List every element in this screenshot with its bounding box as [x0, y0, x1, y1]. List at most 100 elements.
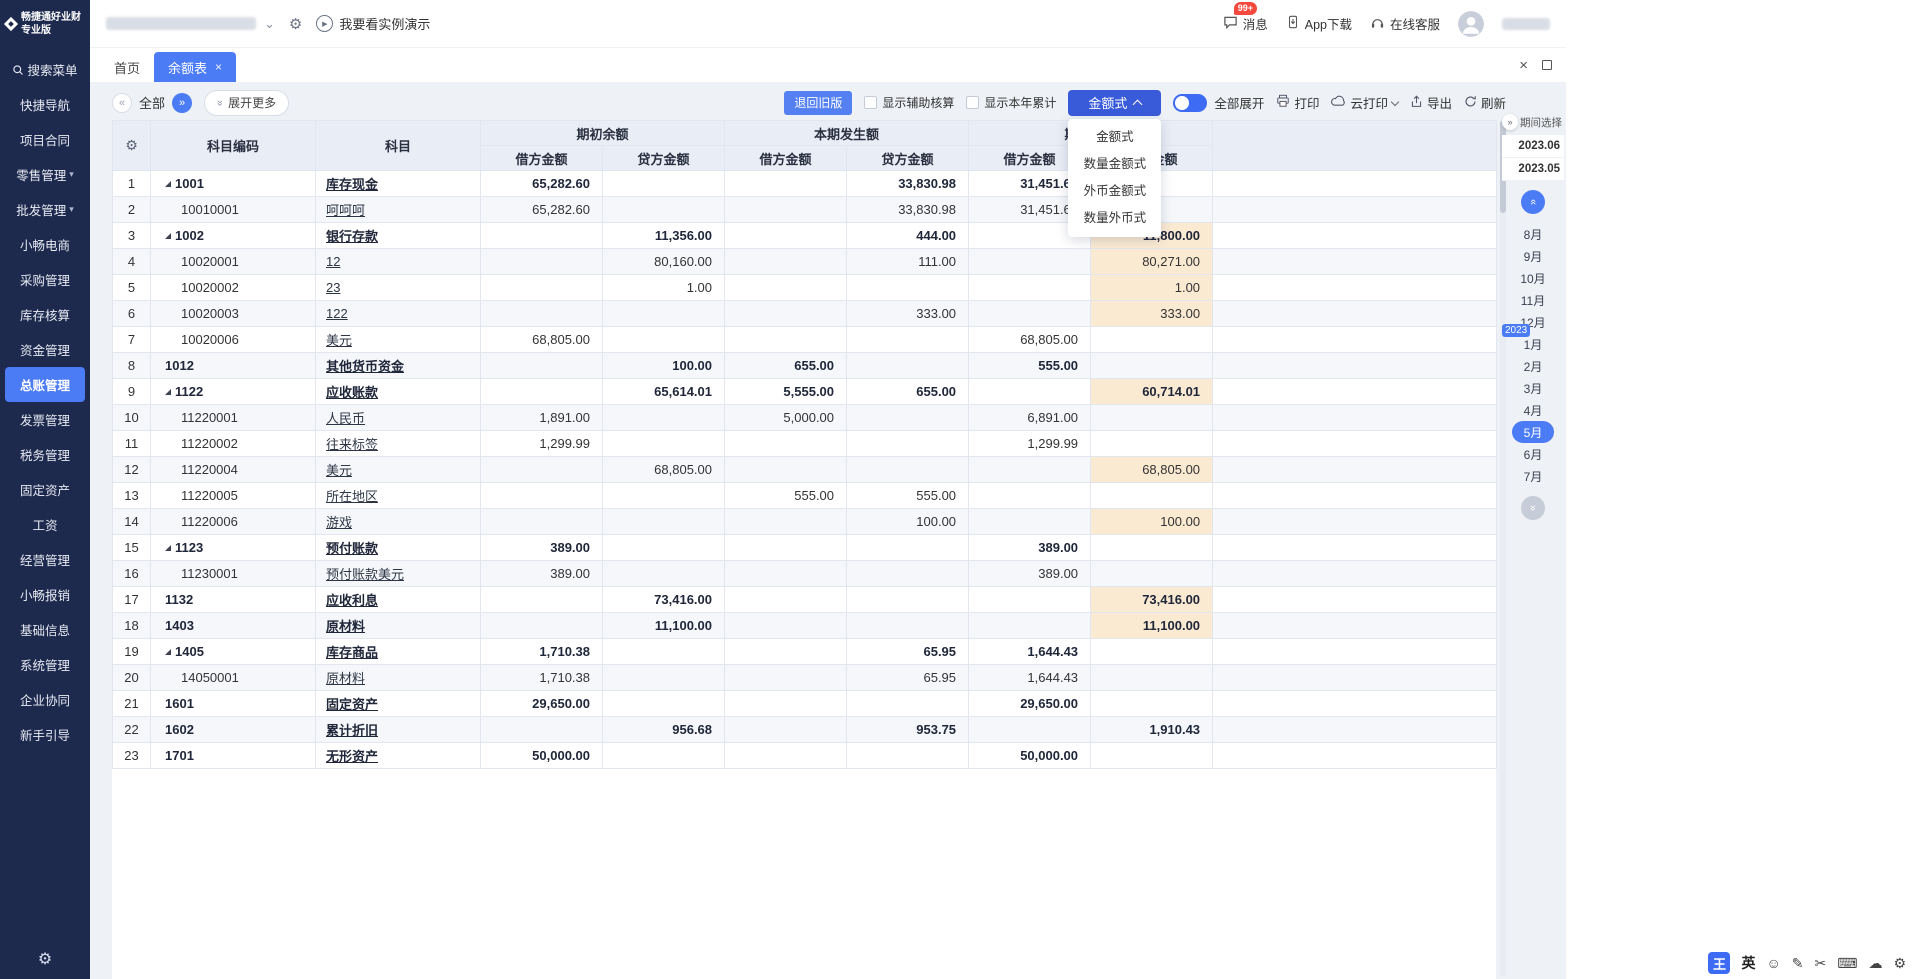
account-name-link[interactable]: 应收利息	[326, 593, 379, 608]
table-row[interactable]: 3 1002 银行存款 11,356.00 444.00 11,800.00	[112, 222, 1498, 249]
ime-logo[interactable]: 王	[1708, 952, 1731, 974]
scroll-down-button[interactable]: «	[1521, 496, 1545, 520]
scroll-up-button[interactable]: «	[1521, 190, 1545, 214]
sidebar-item[interactable]: 快捷导航	[5, 87, 85, 122]
tab-close-icon[interactable]: ×	[215, 60, 223, 74]
format-menu-item[interactable]: 数量外币式	[1083, 210, 1147, 225]
toggle-track[interactable]	[1173, 93, 1208, 112]
sidebar-item[interactable]: 小畅报销	[5, 577, 85, 612]
sidebar-item[interactable]: 经营管理	[5, 542, 85, 577]
table-row[interactable]: 12 11220004 美元 68,805.00 68,805.00	[112, 456, 1498, 483]
expand-triangle-icon[interactable]	[165, 232, 171, 239]
next-icon[interactable]: »	[172, 92, 193, 113]
ime-mode-indicator[interactable]: 英	[1741, 955, 1756, 971]
sidebar-item[interactable]: 搜索菜单	[5, 52, 85, 87]
avatar[interactable]	[1458, 10, 1484, 37]
period-item[interactable]: 2023.05	[1502, 158, 1564, 181]
expand-triangle-icon[interactable]	[165, 388, 171, 395]
tab-balance-sheet[interactable]: 余额表 ×	[154, 52, 237, 82]
sidebar-item[interactable]: 资金管理	[5, 332, 85, 367]
account-name-link[interactable]: 美元	[326, 463, 353, 478]
month-item[interactable]: 10月	[1520, 271, 1546, 286]
format-button[interactable]: 金额式 金额式 数量金额式 外币金额式 数量外币式	[1068, 89, 1162, 237]
table-row[interactable]: 16 11230001 预付账款美元 389.00 389.00	[112, 560, 1498, 587]
sidebar-item[interactable]: 固定资产	[5, 472, 85, 507]
tab-home[interactable]: 首页	[100, 52, 154, 82]
company-chevron-down-icon[interactable]: ⌄	[264, 15, 275, 31]
export-button[interactable]: 导出	[1410, 93, 1452, 112]
month-item[interactable]: 1月	[1523, 337, 1543, 352]
table-row[interactable]: 10 11220001 人民币 1,891.00 5,000.00 6,891.00	[112, 404, 1498, 431]
print-button[interactable]: 打印	[1276, 93, 1319, 112]
column-settings-gear-icon[interactable]: ⚙	[112, 120, 151, 171]
table-row[interactable]: 13 11220005 所在地区 555.00 555.00	[112, 482, 1498, 509]
close-all-tabs-icon[interactable]: ×	[1519, 56, 1528, 74]
account-name-link[interactable]: 所在地区	[326, 489, 379, 504]
table-row[interactable]: 9 1122 应收账款 65,614.01 5,555.00 655.00 60,714.0…	[112, 378, 1498, 405]
expand-triangle-icon[interactable]	[165, 648, 171, 655]
format-menu-item[interactable]: 外币金额式	[1083, 183, 1147, 198]
messages-button[interactable]: 消息 99+	[1223, 2, 1268, 33]
ime-pen-icon[interactable]: ✎	[1791, 954, 1804, 971]
prev-icon[interactable]: «	[112, 92, 132, 113]
month-item[interactable]: 2月	[1523, 359, 1543, 374]
month-item[interactable]: 7月	[1523, 469, 1543, 484]
aux-accounting-checkbox[interactable]: 显示辅助核算	[864, 94, 954, 111]
month-item[interactable]: 4月	[1523, 403, 1543, 418]
account-name-link[interactable]: 人民币	[326, 411, 366, 426]
account-name-link[interactable]: 库存商品	[326, 645, 379, 660]
sidebar-item[interactable]: 库存核算	[5, 297, 85, 332]
sidebar-item[interactable]: 批发管理 ▾	[5, 192, 85, 227]
sidebar-item[interactable]: 发票管理	[5, 402, 85, 437]
account-name-link[interactable]: 累计折旧	[326, 723, 379, 738]
company-name-redacted[interactable]	[106, 17, 256, 30]
back-to-old-button[interactable]: 退回旧版	[784, 90, 853, 115]
month-item[interactable]: 5月	[1512, 421, 1554, 443]
sidebar-item[interactable]: 零售管理 ▾	[5, 157, 85, 192]
demo-link[interactable]: ▶ 我要看实例演示	[316, 14, 430, 33]
month-item[interactable]: 6月	[1523, 447, 1543, 462]
format-menu-item[interactable]: 金额式	[1096, 129, 1134, 144]
table-row[interactable]: 17 1132 应收利息 73,416.00 73,416.00	[112, 586, 1498, 613]
month-item[interactable]: 9月	[1523, 249, 1543, 264]
sidebar-item[interactable]: 税务管理	[5, 437, 85, 472]
settings-gear-icon[interactable]: ⚙	[37, 951, 53, 968]
month-item[interactable]: 11月	[1520, 293, 1546, 308]
expand-all-toggle[interactable]: 全部展开	[1173, 93, 1264, 112]
ime-keyboard-icon[interactable]: ⌨	[1837, 954, 1858, 971]
support-button[interactable]: 在线客服	[1370, 14, 1440, 33]
ime-emoji-icon[interactable]: ☺	[1766, 955, 1781, 971]
sidebar-item[interactable]: 系统管理	[5, 647, 85, 682]
app-logo[interactable]: 畅捷通好业财 专业版	[0, 0, 90, 48]
refresh-button[interactable]: 刷新	[1464, 93, 1506, 112]
expand-more-button[interactable]: « 展开更多	[204, 89, 290, 116]
table-row[interactable]: 20 14050001 原材料 1,710.38 65.95 1,644.43	[112, 664, 1498, 691]
table-row[interactable]: 5 10020002 23 1.00 1.00	[112, 274, 1498, 301]
account-name-link[interactable]: 原材料	[326, 619, 366, 634]
table-row[interactable]: 7 10020006 美元 68,805.00 68,805.00	[112, 326, 1498, 353]
table-row[interactable]: 8 1012 其他货币资金 100.00 655.00 555.00	[112, 352, 1498, 379]
account-name-link[interactable]: 往来标签	[326, 437, 379, 452]
sidebar-item[interactable]: 新手引导	[5, 717, 85, 752]
period-item[interactable]: 2023.06	[1502, 135, 1564, 158]
account-name-link[interactable]: 预付账款	[326, 541, 379, 556]
sidebar-item[interactable]: 企业协同	[5, 682, 85, 717]
month-item[interactable]: 8月	[1523, 227, 1543, 242]
month-item[interactable]: 3月	[1523, 381, 1543, 396]
sidebar-item[interactable]: 项目合同	[5, 122, 85, 157]
account-name-link[interactable]: 122	[326, 306, 348, 321]
account-name-link[interactable]: 应收账款	[326, 385, 379, 400]
account-name-link[interactable]: 预付账款美元	[326, 567, 405, 582]
sidebar-item[interactable]: 基础信息	[5, 612, 85, 647]
account-name-link[interactable]: 12	[326, 254, 341, 269]
account-name-link[interactable]: 原材料	[326, 671, 366, 686]
cloud-print-button[interactable]: 云打印	[1331, 93, 1400, 112]
account-name-link[interactable]: 无形资产	[326, 749, 379, 764]
account-name-link[interactable]: 其他货币资金	[326, 359, 405, 374]
sidebar-item[interactable]: 采购管理	[5, 262, 85, 297]
table-row[interactable]: 2 10010001 呵呵呵 65,282.60 33,830.98 31,451.62	[112, 196, 1498, 223]
account-name-link[interactable]: 固定资产	[326, 697, 379, 712]
account-name-link[interactable]: 呵呵呵	[326, 203, 366, 218]
collapse-panel-icon[interactable]: »	[1502, 114, 1518, 130]
sidebar-item[interactable]: 工资	[5, 507, 85, 542]
